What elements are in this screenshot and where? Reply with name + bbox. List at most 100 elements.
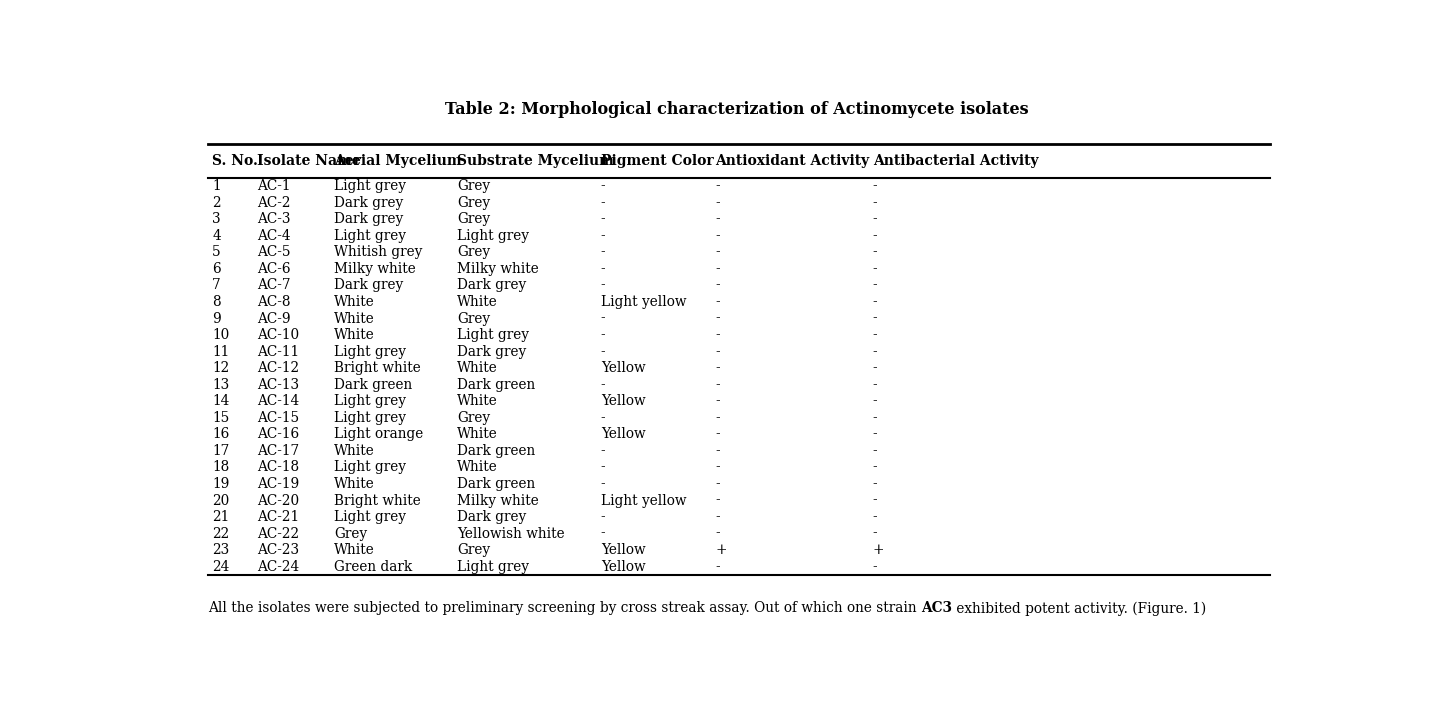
- Text: White: White: [334, 295, 375, 309]
- Text: -: -: [601, 328, 605, 342]
- Text: -: -: [873, 344, 877, 359]
- Text: AC-3: AC-3: [256, 213, 290, 226]
- Text: Dark green: Dark green: [457, 477, 536, 491]
- Text: -: -: [716, 526, 720, 541]
- Text: 22: 22: [211, 526, 229, 541]
- Text: Grey: Grey: [457, 246, 490, 259]
- Text: Light grey: Light grey: [457, 229, 529, 243]
- Text: AC-12: AC-12: [256, 361, 299, 375]
- Text: -: -: [873, 477, 877, 491]
- Text: -: -: [716, 395, 720, 408]
- Text: Light grey: Light grey: [334, 179, 406, 193]
- Text: 20: 20: [211, 493, 229, 508]
- Text: S. No.: S. No.: [211, 154, 257, 168]
- Text: -: -: [873, 179, 877, 193]
- Text: -: -: [873, 560, 877, 574]
- Text: -: -: [601, 213, 605, 226]
- Text: -: -: [601, 510, 605, 524]
- Text: -: -: [601, 246, 605, 259]
- Text: 24: 24: [211, 560, 230, 574]
- Text: -: -: [873, 295, 877, 309]
- Text: -: -: [601, 229, 605, 243]
- Text: Antibacterial Activity: Antibacterial Activity: [873, 154, 1038, 168]
- Text: AC-24: AC-24: [256, 560, 299, 574]
- Text: Dark grey: Dark grey: [457, 344, 526, 359]
- Text: 16: 16: [211, 427, 229, 441]
- Text: Table 2: Morphological characterization of Actinomycete isolates: Table 2: Morphological characterization …: [446, 102, 1028, 118]
- Text: 21: 21: [211, 510, 229, 524]
- Text: AC-17: AC-17: [256, 444, 299, 458]
- Text: 9: 9: [211, 311, 221, 326]
- Text: Grey: Grey: [457, 543, 490, 557]
- Text: Pigment Color: Pigment Color: [601, 154, 713, 168]
- Text: Dark green: Dark green: [334, 378, 413, 392]
- Text: +: +: [716, 543, 728, 557]
- Text: Light grey: Light grey: [334, 229, 406, 243]
- Text: Dark green: Dark green: [457, 378, 536, 392]
- Text: Light yellow: Light yellow: [601, 493, 686, 508]
- Text: -: -: [601, 262, 605, 276]
- Text: -: -: [716, 477, 720, 491]
- Text: AC-23: AC-23: [256, 543, 299, 557]
- Text: 2: 2: [211, 195, 220, 210]
- Text: -: -: [716, 427, 720, 441]
- Text: 10: 10: [211, 328, 229, 342]
- Text: AC-5: AC-5: [256, 246, 290, 259]
- Text: -: -: [716, 195, 720, 210]
- Text: White: White: [457, 361, 498, 375]
- Text: -: -: [716, 460, 720, 475]
- Text: -: -: [716, 411, 720, 425]
- Text: -: -: [873, 361, 877, 375]
- Text: Grey: Grey: [457, 411, 490, 425]
- Text: -: -: [716, 262, 720, 276]
- Text: Light grey: Light grey: [457, 560, 529, 574]
- Text: AC-18: AC-18: [256, 460, 299, 475]
- Text: -: -: [716, 213, 720, 226]
- Text: All the isolates were subjected to preliminary screening by cross streak assay. : All the isolates were subjected to preli…: [207, 601, 920, 616]
- Text: -: -: [716, 311, 720, 326]
- Text: Dark grey: Dark grey: [334, 279, 404, 293]
- Text: White: White: [334, 311, 375, 326]
- Text: Dark green: Dark green: [457, 444, 536, 458]
- Text: +: +: [873, 543, 884, 557]
- Text: -: -: [716, 361, 720, 375]
- Text: AC-20: AC-20: [256, 493, 299, 508]
- Text: -: -: [873, 229, 877, 243]
- Text: 18: 18: [211, 460, 229, 475]
- Text: Grey: Grey: [457, 311, 490, 326]
- Text: 1: 1: [211, 179, 220, 193]
- Text: 5: 5: [211, 246, 220, 259]
- Text: -: -: [716, 378, 720, 392]
- Text: Grey: Grey: [457, 213, 490, 226]
- Text: AC-21: AC-21: [256, 510, 299, 524]
- Text: Light grey: Light grey: [334, 344, 406, 359]
- Text: -: -: [716, 344, 720, 359]
- Text: 6: 6: [211, 262, 220, 276]
- Text: AC-16: AC-16: [256, 427, 299, 441]
- Text: -: -: [873, 328, 877, 342]
- Text: Milky white: Milky white: [457, 262, 539, 276]
- Text: Dark grey: Dark grey: [457, 279, 526, 293]
- Text: Whitish grey: Whitish grey: [334, 246, 423, 259]
- Text: -: -: [873, 378, 877, 392]
- Text: Bright white: Bright white: [334, 361, 421, 375]
- Text: Yellow: Yellow: [601, 395, 646, 408]
- Text: -: -: [873, 493, 877, 508]
- Text: -: -: [601, 195, 605, 210]
- Text: Yellow: Yellow: [601, 560, 646, 574]
- Text: Dark grey: Dark grey: [457, 510, 526, 524]
- Text: White: White: [457, 460, 498, 475]
- Text: -: -: [601, 279, 605, 293]
- Text: -: -: [601, 444, 605, 458]
- Text: Yellow: Yellow: [601, 361, 646, 375]
- Text: -: -: [716, 560, 720, 574]
- Text: -: -: [716, 179, 720, 193]
- Text: AC-2: AC-2: [256, 195, 290, 210]
- Text: -: -: [601, 378, 605, 392]
- Text: White: White: [334, 477, 375, 491]
- Text: -: -: [716, 493, 720, 508]
- Text: 15: 15: [211, 411, 229, 425]
- Text: White: White: [334, 328, 375, 342]
- Text: Light grey: Light grey: [334, 395, 406, 408]
- Text: 12: 12: [211, 361, 229, 375]
